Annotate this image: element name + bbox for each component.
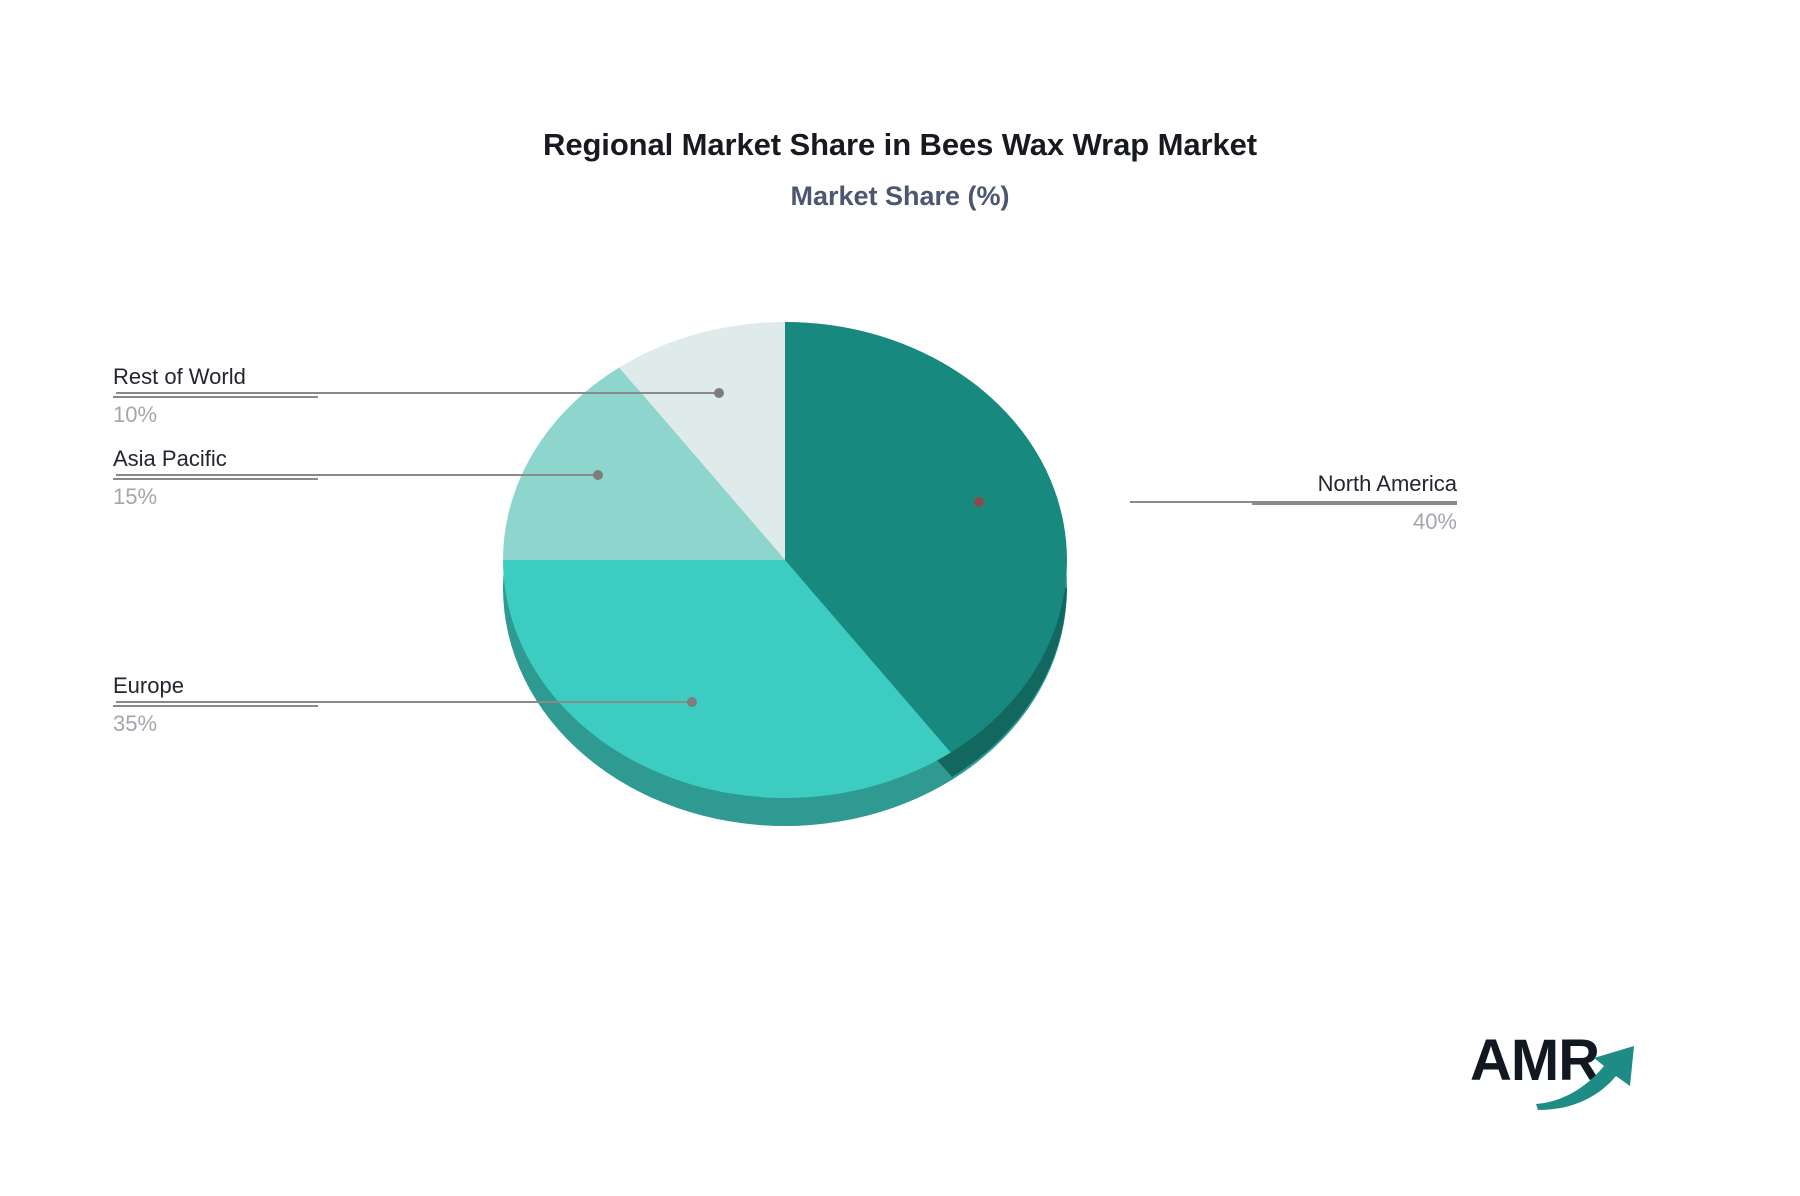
growth-arrow-icon (1536, 1046, 1634, 1110)
callout-label-north-america: North America (1317, 471, 1457, 496)
leader-dot-north-america (974, 497, 984, 507)
callout-rule-rest-of-world (113, 395, 318, 398)
callout-value-europe: 35% (113, 710, 158, 736)
callout-north-america: North America 40% (1252, 470, 1457, 535)
leader-lines (116, 392, 1457, 703)
amr-logo: AMR (1470, 1028, 1650, 1110)
callout-asia-pacific: Asia Pacific 15% (113, 445, 318, 510)
pie-slice-europe (503, 560, 951, 798)
callout-europe: Europe 35% (113, 672, 318, 737)
callout-label-rest-of-world: Rest of World (113, 364, 246, 389)
page-title: Regional Market Share in Bees Wax Wrap M… (543, 127, 1257, 162)
callout-rule-asia-pacific (113, 477, 318, 480)
callout-rest-of-world: Rest of World 10% (113, 363, 318, 428)
callout-value-north-america: 40% (1412, 508, 1457, 534)
amr-wordmark: AMR (1470, 1028, 1600, 1093)
title-block: Regional Market Share in Bees Wax Wrap M… (0, 127, 1800, 212)
leader-dot-rest-of-world (714, 388, 724, 398)
pie-slice-north-america (785, 322, 1067, 753)
callout-value-asia-pacific: 15% (113, 483, 158, 509)
callout-label-europe: Europe (113, 673, 184, 698)
callout-label-asia-pacific: Asia Pacific (113, 446, 227, 471)
pie-slice-asia-pacific (503, 367, 785, 560)
callout-rule-north-america (1252, 502, 1457, 505)
leader-dots (593, 388, 984, 707)
callout-value-rest-of-world: 10% (113, 401, 158, 427)
pie-slices (503, 322, 1067, 798)
chart-subtitle: Market Share (%) (790, 181, 1010, 212)
leader-dot-asia-pacific (593, 470, 603, 480)
callout-rule-europe (113, 704, 318, 707)
leader-dot-europe (687, 697, 697, 707)
pie-slice-rest-of-world (619, 322, 785, 560)
